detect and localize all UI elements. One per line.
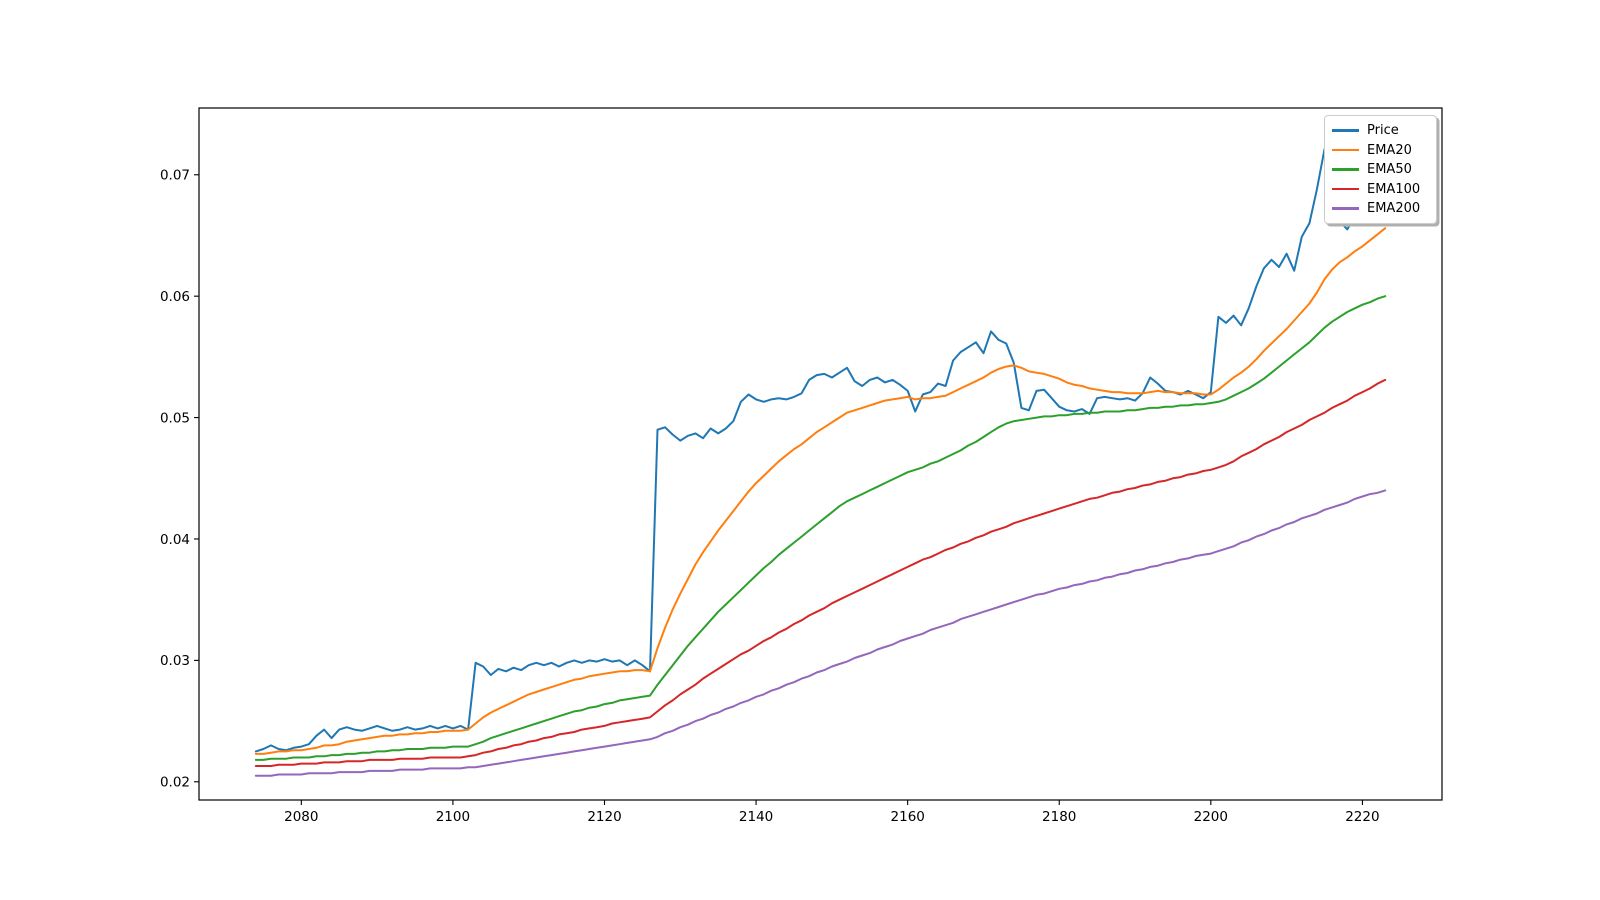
y-axis-tick-labels: 0.02 0.03 0.04 0.05 0.06 0.07 <box>160 168 190 791</box>
ema100-line <box>254 378 1387 767</box>
ema200-line <box>254 489 1387 777</box>
x-tick-label: 2140 <box>739 809 773 825</box>
series-lines <box>254 148 1387 777</box>
x-tick-label: 2160 <box>891 809 925 825</box>
x-tick-label: 2080 <box>284 809 318 825</box>
ema200-line-sample <box>1332 207 1359 210</box>
x-axis-tick-labels: 2080 2100 2120 2140 2160 2180 2200 2220 <box>284 809 1379 825</box>
legend-item-ema20: EMA20 <box>1332 142 1429 159</box>
y-tick-label: 0.04 <box>160 532 190 548</box>
legend-item-price: Price <box>1332 122 1429 139</box>
legend: Price EMA20 EMA50 EMA100 EMA200 <box>1324 115 1437 224</box>
legend-label-ema200: EMA200 <box>1367 201 1421 216</box>
ema50-line <box>254 295 1387 761</box>
legend-label-price: Price <box>1367 123 1399 138</box>
ema20-line <box>254 227 1387 755</box>
legend-label-ema100: EMA100 <box>1367 181 1421 197</box>
legend-label-ema20: EMA20 <box>1367 142 1412 158</box>
price-line-sample <box>1332 129 1359 132</box>
legend-item-ema200: EMA200 <box>1332 200 1429 217</box>
x-tick-label: 2180 <box>1042 809 1076 825</box>
price-line <box>254 148 1387 753</box>
ema50-line-sample <box>1332 168 1359 171</box>
plot-area-border <box>198 107 1443 801</box>
y-tick-label: 0.05 <box>160 410 190 426</box>
x-tick-label: 2120 <box>587 809 621 825</box>
tick-marks <box>194 174 1363 805</box>
x-tick-label: 2200 <box>1194 809 1228 825</box>
legend-label-ema50: EMA50 <box>1367 162 1412 177</box>
ema100-line-sample <box>1332 187 1359 191</box>
y-tick-label: 0.06 <box>160 289 190 305</box>
y-tick-label: 0.02 <box>160 775 190 791</box>
legend-item-ema50: EMA50 <box>1332 161 1429 178</box>
x-tick-label: 2100 <box>436 809 470 825</box>
y-tick-label: 0.03 <box>160 653 190 669</box>
legend-item-ema100: EMA100 <box>1332 181 1429 198</box>
ema20-line-sample <box>1332 148 1359 152</box>
y-tick-label: 0.07 <box>160 168 190 184</box>
x-tick-label: 2220 <box>1345 809 1379 825</box>
